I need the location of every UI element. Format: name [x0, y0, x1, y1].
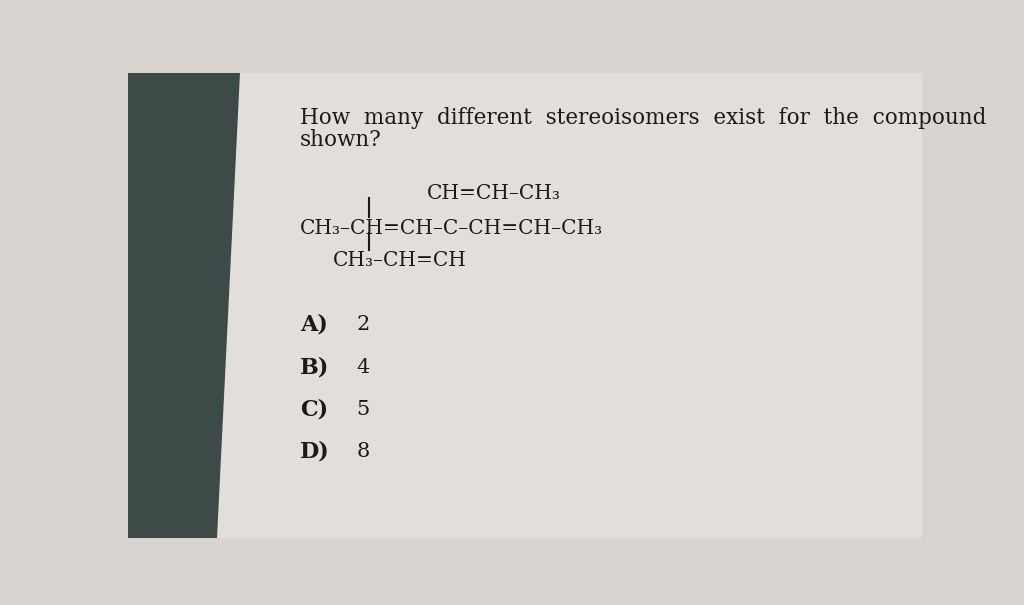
Text: B): B) [300, 356, 330, 379]
Text: 2: 2 [356, 315, 370, 334]
Text: D): D) [300, 440, 330, 462]
Text: 5: 5 [356, 401, 370, 419]
Text: CH₃–CH=CH: CH₃–CH=CH [334, 251, 467, 270]
Text: C): C) [300, 399, 328, 421]
Text: CH=CH–CH₃: CH=CH–CH₃ [426, 185, 560, 203]
Text: 8: 8 [356, 442, 370, 461]
Polygon shape [128, 73, 271, 538]
Text: shown?: shown? [300, 129, 382, 151]
Text: A): A) [300, 313, 328, 335]
Text: CH₃–CH=CH–C–CH=CH–CH₃: CH₃–CH=CH–C–CH=CH–CH₃ [300, 219, 603, 238]
Polygon shape [217, 73, 922, 538]
Text: 4: 4 [356, 358, 370, 377]
Text: How  many  different  stereoisomers  exist  for  the  compound: How many different stereoisomers exist f… [300, 107, 986, 129]
